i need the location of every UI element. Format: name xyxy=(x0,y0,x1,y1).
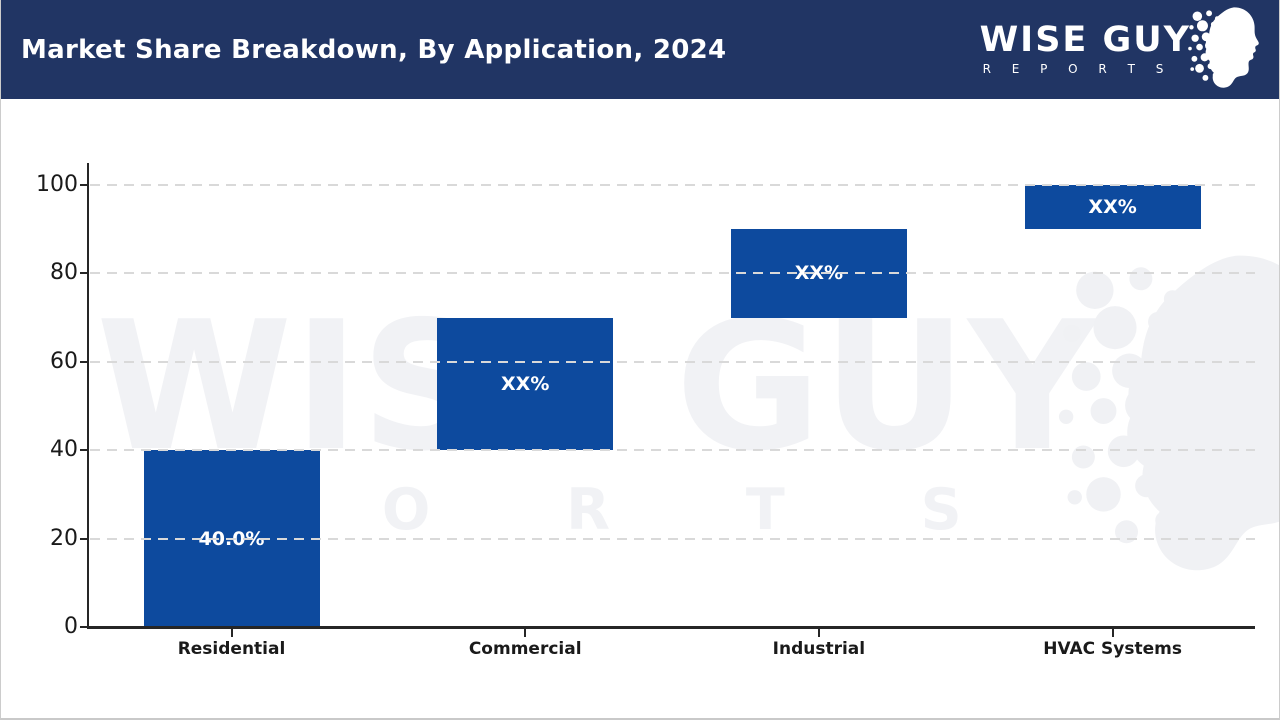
gridline-60 xyxy=(90,360,1255,363)
x-tick-industrial xyxy=(817,629,820,637)
page-title: Market Share Breakdown, By Application, … xyxy=(21,34,727,65)
y-tick-40 xyxy=(80,449,89,452)
x-category-label-industrial: Industrial xyxy=(772,639,866,659)
gridline-100 xyxy=(90,184,1255,186)
y-tick-80 xyxy=(80,272,89,275)
x-tick-commercial xyxy=(524,629,527,637)
y-tick-label-80: 80 xyxy=(50,260,78,286)
y-tick-label-20: 20 xyxy=(50,525,78,551)
y-tick-100 xyxy=(80,184,89,186)
y-tick-label-40: 40 xyxy=(50,437,78,463)
brand-logo: WISE GUY R E P O R T S xyxy=(980,6,1269,94)
x-category-label-residential: Residential xyxy=(177,639,286,659)
y-axis-line xyxy=(87,163,89,629)
y-tick-label-60: 60 xyxy=(50,348,78,374)
x-category-label-commercial: Commercial xyxy=(468,639,582,659)
y-tick-60 xyxy=(80,360,89,363)
y-tick-20 xyxy=(80,537,89,540)
gridline-40 xyxy=(90,449,1255,452)
report-header: Market Share Breakdown, By Application, … xyxy=(1,0,1279,99)
gridline-20 xyxy=(90,537,1255,540)
y-tick-label-100: 100 xyxy=(36,172,78,197)
x-tick-hvac-systems xyxy=(1111,629,1114,637)
x-tick-residential xyxy=(230,629,233,637)
bar-value-label-commercial: XX% xyxy=(501,372,550,395)
bar-commercial: XX% xyxy=(437,317,614,451)
y-tick-0 xyxy=(80,626,89,628)
y-tick-label-0: 0 xyxy=(64,614,78,639)
brand-name: WISE GUY xyxy=(979,20,1191,60)
brand-wordmark: WISE GUY R E P O R T S xyxy=(979,20,1191,77)
bar-value-label-hvac-systems: XX% xyxy=(1088,196,1137,219)
bar-hvac-systems: XX% xyxy=(1024,185,1201,230)
x-axis-line xyxy=(87,626,1255,629)
x-category-label-hvac-systems: HVAC Systems xyxy=(1043,639,1182,659)
brand-subtitle: R E P O R T S xyxy=(982,62,1172,76)
gridline-80 xyxy=(90,272,1255,275)
